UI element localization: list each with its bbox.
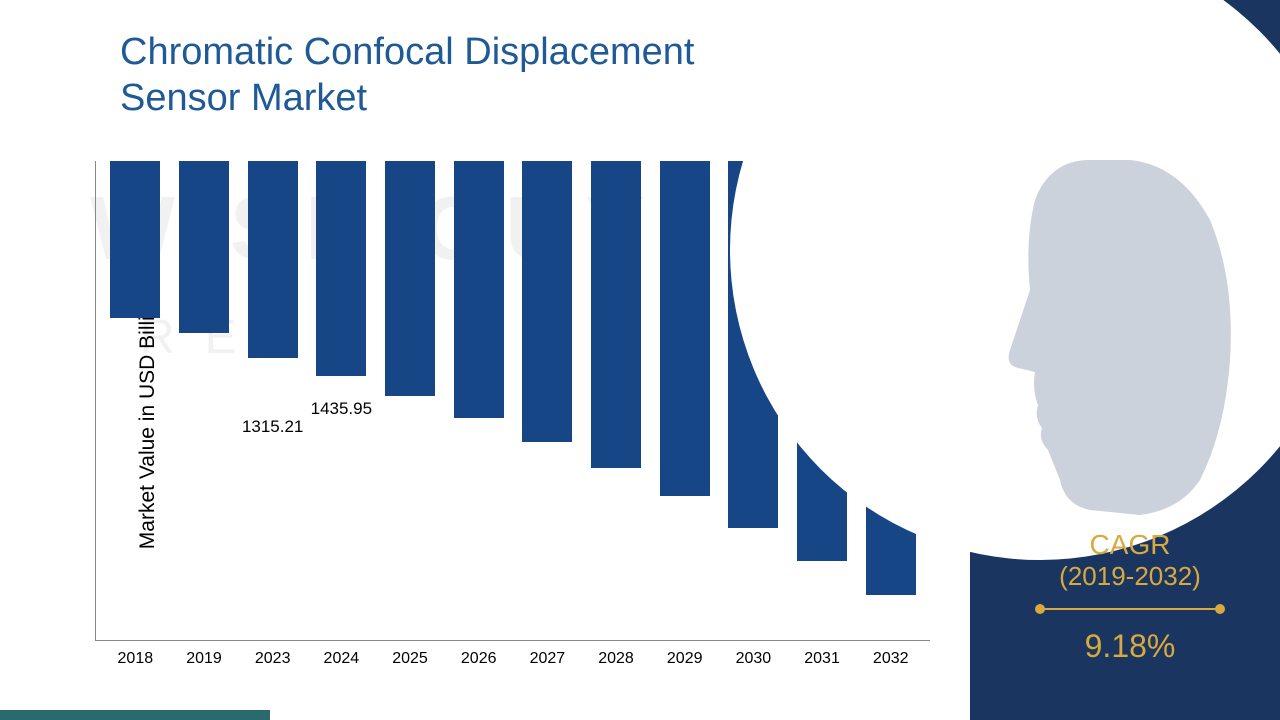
- bar-group: 2019: [170, 161, 239, 640]
- bar: [385, 161, 435, 396]
- cagr-box: CAGR (2019-2032) 9.18%: [1010, 529, 1250, 665]
- bar: [591, 161, 641, 468]
- bar: [248, 161, 298, 358]
- bar-value-label: 1315.21: [242, 417, 303, 437]
- cagr-divider: [1040, 608, 1220, 610]
- bottom-accent-bar: [0, 710, 270, 720]
- container: Chromatic Confocal Displacement Sensor M…: [0, 0, 1280, 720]
- bar: [110, 161, 160, 318]
- x-axis-label: 2026: [444, 650, 513, 668]
- bar-group: 2028: [582, 161, 651, 640]
- x-axis-label: 2029: [650, 650, 719, 668]
- bar-value-label: 1435.95: [311, 399, 372, 419]
- bar: [316, 161, 366, 376]
- x-axis-label: 2027: [513, 650, 582, 668]
- x-axis-label: 2028: [582, 650, 651, 668]
- bar-group: 2027: [513, 161, 582, 640]
- bar: [179, 161, 229, 333]
- cagr-period: (2019-2032): [1010, 561, 1250, 592]
- bar: [660, 161, 710, 496]
- cagr-title: CAGR: [1010, 529, 1250, 561]
- brand-logo: WISE GUY REPORTS: [1054, 40, 1250, 100]
- x-axis-label: 2025: [376, 650, 445, 668]
- x-axis-label: 2032: [856, 650, 925, 668]
- sidebar: WISE GUY REPORTS CAGR (2019-2032) 9.18%: [970, 0, 1280, 720]
- brand-main-text: WISE GUY: [1054, 40, 1250, 82]
- x-axis-label: 2023: [238, 650, 307, 668]
- chart-title: Chromatic Confocal Displacement Sensor M…: [120, 30, 820, 121]
- bar: [454, 161, 504, 418]
- x-axis-label: 2030: [719, 650, 788, 668]
- bar-group: 2029: [650, 161, 719, 640]
- x-axis-label: 2024: [307, 650, 376, 668]
- bar-group: 1315.212023: [238, 161, 307, 640]
- head-silhouette-icon: [990, 140, 1250, 520]
- bar-group: 2025: [376, 161, 445, 640]
- bar-group: 1435.952024: [307, 161, 376, 640]
- bar-group: 2018: [101, 161, 170, 640]
- x-axis-label: 2031: [788, 650, 857, 668]
- bar-group: 2026: [444, 161, 513, 640]
- x-axis-label: 2018: [101, 650, 170, 668]
- x-axis-label: 2019: [170, 650, 239, 668]
- cagr-value: 9.18%: [1010, 628, 1250, 665]
- brand-sub-text: REPORTS: [1054, 79, 1250, 100]
- bar: [522, 161, 572, 442]
